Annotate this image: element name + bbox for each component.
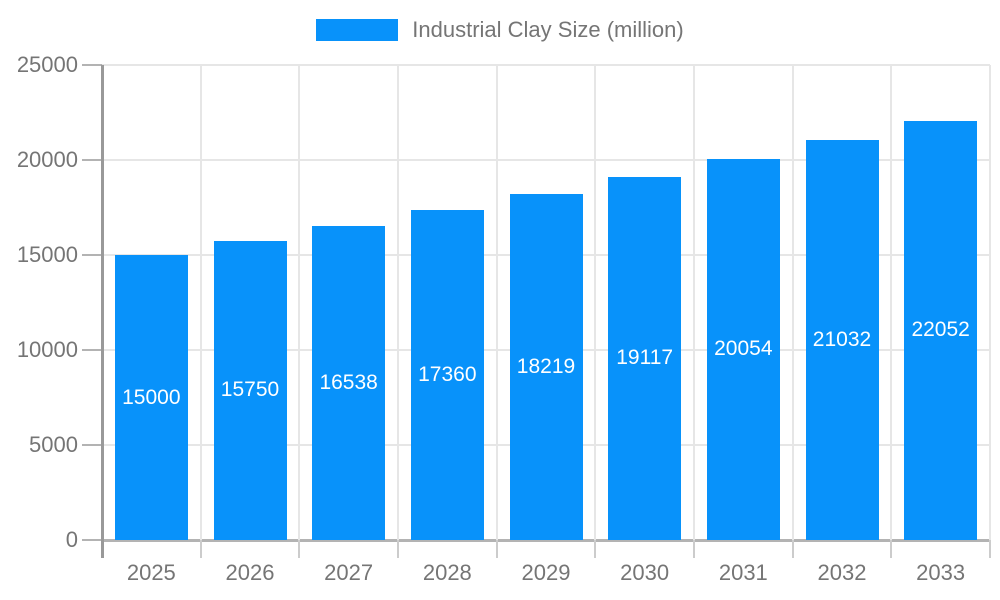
gridline (199, 65, 202, 540)
gridline (890, 65, 893, 540)
bar-value-label: 16538 (319, 370, 378, 394)
y-axis-label: 10000 (16, 337, 78, 362)
legend-swatch (316, 19, 399, 41)
gridline (495, 65, 498, 540)
bar[interactable]: 16538 (312, 225, 386, 540)
y-axis-tick (82, 539, 102, 541)
x-axis-label: 2027 (324, 560, 374, 585)
bar[interactable]: 20054 (706, 158, 780, 540)
x-axis-tick (791, 540, 794, 558)
x-axis-tick (298, 540, 301, 558)
y-axis-tick (82, 444, 102, 446)
bar[interactable]: 18219 (509, 193, 583, 540)
x-axis-tick (199, 540, 202, 558)
gridline (989, 65, 991, 540)
y-axis-tick (82, 159, 102, 161)
gridline (397, 65, 399, 540)
x-axis-tick (495, 540, 498, 558)
x-axis-line (102, 539, 990, 542)
y-axis-tick (82, 64, 102, 66)
x-axis-tick (693, 540, 695, 558)
bar-value-label: 17360 (418, 363, 477, 387)
y-axis-label: 0 (65, 527, 78, 552)
bar-value-label: 21032 (812, 328, 872, 352)
x-axis-label: 2025 (126, 560, 176, 585)
bar[interactable]: 17360 (410, 210, 484, 540)
bar-value-label: 22052 (911, 318, 970, 342)
bar[interactable]: 15000 (114, 255, 188, 540)
x-axis-tick (594, 540, 597, 558)
y-axis-label: 20000 (16, 147, 78, 172)
x-axis-tick (397, 540, 399, 558)
x-axis-label: 2033 (916, 560, 966, 585)
x-axis-label: 2026 (225, 560, 275, 585)
bar-value-label: 15750 (220, 378, 280, 402)
x-axis-label: 2030 (620, 560, 670, 585)
bar[interactable]: 15750 (213, 240, 287, 540)
gridline (594, 65, 597, 540)
bar-value-label: 15000 (122, 385, 181, 409)
x-axis-tick (989, 540, 991, 558)
gridline (693, 65, 695, 540)
x-axis-label: 2032 (817, 560, 867, 585)
bar[interactable]: 22052 (904, 121, 978, 540)
y-axis-label: 25000 (16, 52, 78, 77)
x-axis-label: 2028 (422, 560, 472, 585)
legend-label: Industrial Clay Size (million) (412, 17, 684, 42)
legend[interactable]: Industrial Clay Size (million) (0, 16, 1000, 44)
bar[interactable]: 19117 (608, 176, 682, 540)
gridline (102, 159, 990, 161)
y-axis-label: 5000 (29, 432, 78, 457)
x-axis-tick (890, 540, 893, 558)
bar[interactable]: 21032 (805, 140, 879, 540)
gridline (298, 65, 301, 540)
gridline (102, 64, 990, 66)
x-axis-label: 2031 (718, 560, 768, 585)
x-axis-label: 2029 (521, 560, 571, 585)
bar-value-label: 18219 (516, 354, 576, 378)
y-axis-label: 15000 (16, 242, 78, 267)
y-axis-tick (82, 254, 102, 256)
bar-value-label: 20054 (714, 337, 773, 361)
y-axis-tick (82, 349, 102, 351)
gridline (791, 65, 794, 540)
y-axis-line (100, 65, 104, 558)
bar-value-label: 19117 (616, 346, 674, 370)
